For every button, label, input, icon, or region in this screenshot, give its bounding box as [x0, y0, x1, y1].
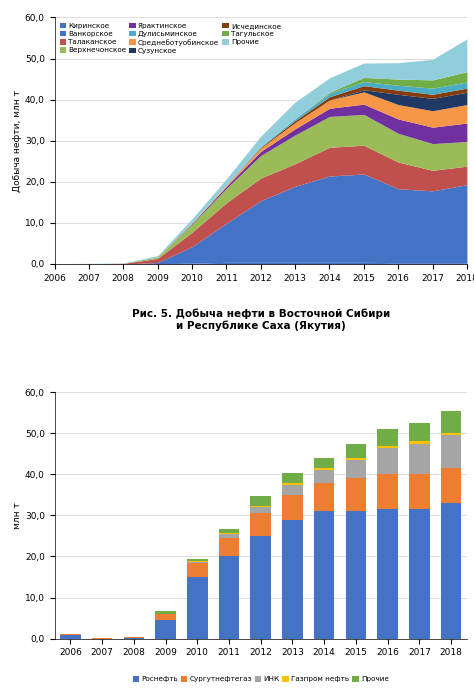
Bar: [219, 529, 239, 533]
Bar: [377, 510, 398, 639]
Bar: [219, 556, 239, 639]
Bar: [346, 443, 366, 458]
Bar: [155, 614, 176, 621]
Bar: [441, 468, 461, 503]
Bar: [441, 503, 461, 639]
Y-axis label: Добыча нефти, млн т: Добыча нефти, млн т: [13, 90, 22, 192]
Bar: [441, 410, 461, 433]
Bar: [187, 562, 208, 563]
Bar: [250, 496, 271, 506]
Bar: [124, 637, 144, 638]
Bar: [409, 510, 429, 639]
Bar: [377, 447, 398, 475]
Bar: [219, 538, 239, 556]
Bar: [282, 473, 303, 484]
Bar: [187, 563, 208, 577]
Bar: [346, 460, 366, 478]
Y-axis label: млн т: млн т: [13, 502, 22, 529]
Bar: [314, 470, 335, 482]
Bar: [346, 478, 366, 512]
Bar: [250, 513, 271, 536]
Bar: [346, 512, 366, 639]
Legend: Киринское, Ванкорское, Талаканское, Верхнечонское, Ярактинское, Дулисьминское, С: Киринское, Ванкорское, Талаканское, Верх…: [58, 21, 283, 55]
Bar: [409, 441, 429, 443]
Bar: [441, 433, 461, 436]
Text: Рис. 5. Добыча нефти в Восточной Сибири
и Республике Саха (Якутия): Рис. 5. Добыча нефти в Восточной Сибири …: [132, 309, 390, 331]
Bar: [219, 534, 239, 538]
Bar: [314, 512, 335, 639]
Bar: [250, 507, 271, 513]
Bar: [314, 468, 335, 470]
Legend: Роснефть, Сургутнефтегаз, ИНК, Газпром нефть, Прочие: Роснефть, Сургутнефтегаз, ИНК, Газпром н…: [131, 674, 390, 683]
Bar: [409, 475, 429, 510]
Bar: [314, 482, 335, 512]
Bar: [282, 495, 303, 519]
Bar: [60, 634, 81, 639]
Bar: [346, 458, 366, 460]
Bar: [187, 559, 208, 561]
Bar: [155, 621, 176, 639]
Bar: [314, 458, 335, 468]
Bar: [377, 445, 398, 447]
Bar: [377, 429, 398, 445]
Bar: [377, 475, 398, 510]
Bar: [282, 484, 303, 495]
Bar: [250, 506, 271, 507]
Bar: [219, 533, 239, 534]
Bar: [187, 577, 208, 639]
Bar: [250, 536, 271, 639]
Bar: [409, 443, 429, 475]
Bar: [282, 519, 303, 639]
Bar: [409, 423, 429, 441]
Bar: [441, 436, 461, 468]
Bar: [155, 611, 176, 614]
